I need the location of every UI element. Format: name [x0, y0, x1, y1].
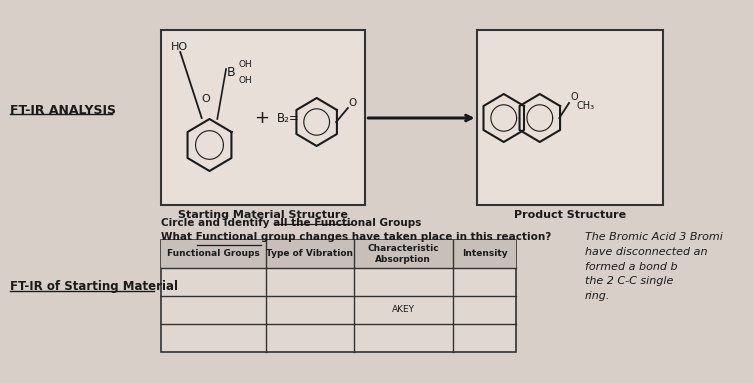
Text: +: +: [254, 109, 269, 127]
Text: Starting Material Structure: Starting Material Structure: [178, 210, 348, 220]
Bar: [161, 240, 517, 352]
Text: O: O: [201, 94, 210, 104]
Bar: [161, 240, 517, 268]
Text: Characteristic
Absorption: Characteristic Absorption: [367, 244, 439, 264]
Text: Functional Groups: Functional Groups: [167, 249, 260, 259]
Text: OH: OH: [239, 59, 252, 69]
Text: CH₃: CH₃: [577, 101, 595, 111]
Text: FT-IR ANALYSIS: FT-IR ANALYSIS: [10, 103, 116, 116]
Text: HO: HO: [170, 42, 187, 52]
Text: Circle and Identify all the Functional Groups: Circle and Identify all the Functional G…: [161, 218, 421, 228]
Text: Type of Vibration: Type of Vibration: [267, 249, 353, 259]
Text: O: O: [349, 98, 357, 108]
Text: B: B: [227, 65, 235, 79]
Text: Product Structure: Product Structure: [514, 210, 626, 220]
Text: The Bromic Acid 3 Bromi
have disconnected an
formed a bond b
the 2 C-C single
ri: The Bromic Acid 3 Bromi have disconnecte…: [584, 232, 722, 301]
Text: FT-IR of Starting Material: FT-IR of Starting Material: [10, 280, 178, 293]
Text: Intensity: Intensity: [462, 249, 508, 259]
Text: What Functional group changes have taken place in this reaction?: What Functional group changes have taken…: [161, 232, 551, 242]
Text: OH: OH: [239, 75, 252, 85]
Text: O: O: [570, 92, 578, 102]
Text: AKEY: AKEY: [392, 306, 415, 314]
Bar: [477, 30, 663, 205]
Bar: [161, 30, 365, 205]
Text: B₂=: B₂=: [276, 111, 300, 124]
